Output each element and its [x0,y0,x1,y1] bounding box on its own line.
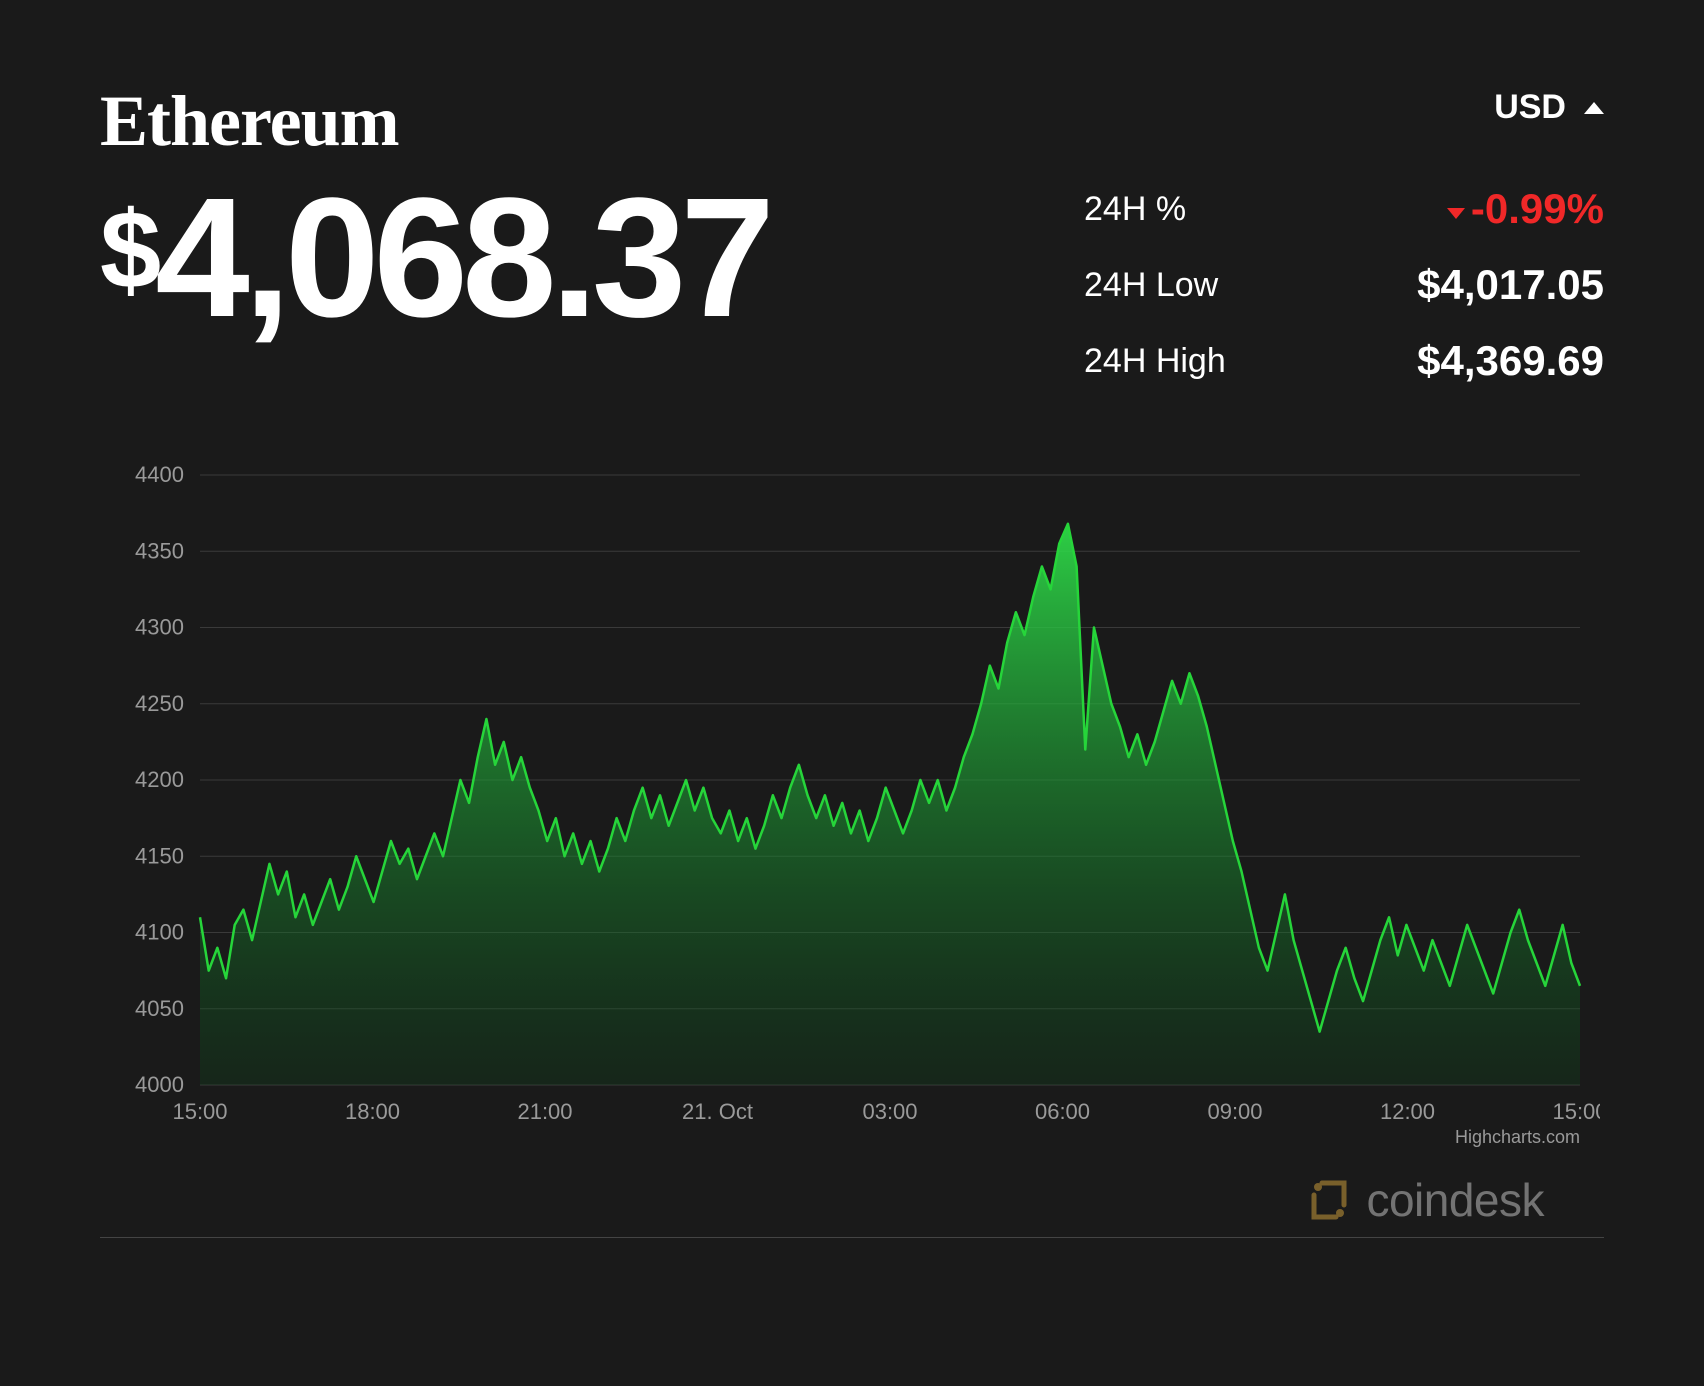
stat-value-low: $4,017.05 [1417,261,1604,309]
svg-text:03:00: 03:00 [862,1099,917,1124]
brand-name: coindesk [1366,1173,1544,1227]
svg-text:4200: 4200 [135,767,184,792]
asset-name: Ethereum [100,80,1084,163]
stat-label: 24H % [1084,190,1186,229]
price-chart[interactable]: 4000 4050 4100 4150 4200 4250 4300 4350 4400 15:… [100,455,1604,1155]
svg-text:06:00: 06:00 [1035,1099,1090,1124]
svg-text:4150: 4150 [135,843,184,868]
stat-24h-change: 24H % -0.99% [1084,185,1604,233]
svg-text:21:00: 21:00 [517,1099,572,1124]
currency-symbol: $ [100,189,155,312]
svg-text:21. Oct: 21. Oct [682,1099,753,1124]
brand-icon [1306,1177,1352,1223]
caret-down-icon [1447,208,1465,219]
asset-price: $4,068.37 [100,173,1084,343]
currency-code: USD [1494,88,1566,127]
stat-24h-high: 24H High $4,369.69 [1084,337,1604,385]
svg-text:4300: 4300 [135,615,184,640]
svg-text:12:00: 12:00 [1380,1099,1435,1124]
svg-text:4400: 4400 [135,462,184,487]
chart-svg: 4000 4050 4100 4150 4200 4250 4300 4350 4400 15:… [100,455,1600,1155]
stat-value-change: -0.99% [1447,185,1604,233]
svg-text:09:00: 09:00 [1207,1099,1262,1124]
stat-24h-low: 24H Low $4,017.05 [1084,261,1604,309]
chart-credit: Highcharts.com [1455,1127,1580,1147]
price-value: 4,068.37 [155,163,769,353]
svg-text:18:00: 18:00 [345,1099,400,1124]
svg-text:4050: 4050 [135,996,184,1021]
svg-text:4250: 4250 [135,691,184,716]
brand-logo: coindesk [1306,1173,1544,1227]
svg-text:4350: 4350 [135,538,184,563]
svg-text:15:00: 15:00 [172,1099,227,1124]
caret-up-icon [1584,102,1604,114]
stat-label: 24H High [1084,342,1226,381]
currency-selector[interactable]: USD [1494,88,1604,127]
stat-label: 24H Low [1084,266,1218,305]
svg-text:15:00: 15:00 [1552,1099,1600,1124]
stat-value-high: $4,369.69 [1417,337,1604,385]
svg-text:4100: 4100 [135,920,184,945]
svg-text:4000: 4000 [135,1072,184,1097]
footer: coindesk [100,1173,1604,1238]
